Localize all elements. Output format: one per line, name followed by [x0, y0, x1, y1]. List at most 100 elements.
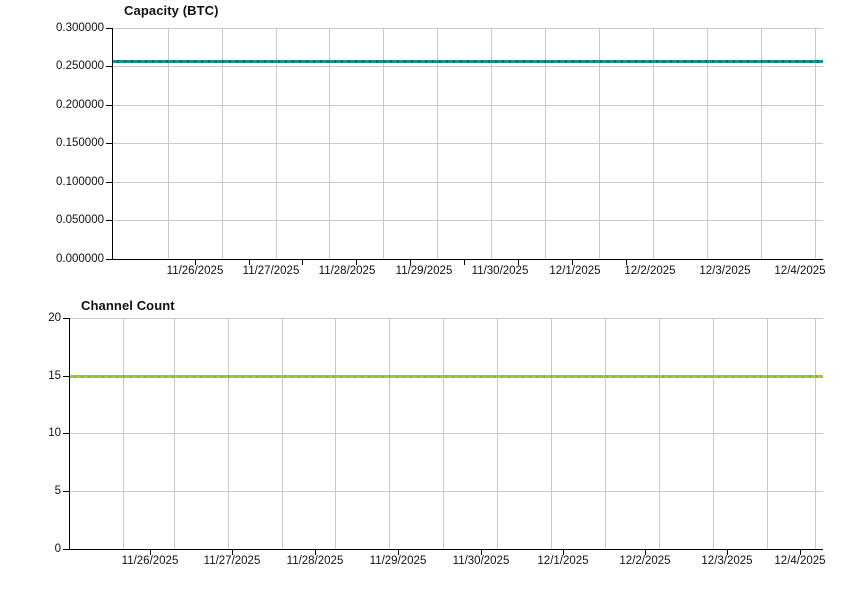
capacity-xtick-1: 11/27/2025	[242, 265, 300, 277]
channel-count-chart-panel: Channel Count 0 5 10 15 20 11/26/2025 11…	[0, 292, 860, 600]
capacity-ytick-4: 0.200000	[56, 99, 104, 111]
capacity-xtick-mark-2	[302, 260, 303, 265]
channels-gridline-v-8	[551, 318, 552, 549]
channels-gridline-v-3	[282, 318, 283, 549]
channels-gridline-v-12	[767, 318, 768, 549]
capacity-xtick-mark-5	[464, 260, 465, 265]
channels-xtick-mark-2	[315, 550, 316, 555]
channels-xtick-1: 11/27/2025	[203, 555, 261, 567]
channels-xtick-0: 11/26/2025	[121, 555, 179, 567]
channels-xtick-mark-1	[232, 550, 233, 555]
capacity-ytick-2: 0.100000	[56, 176, 104, 188]
channels-gridline-v-4	[335, 318, 336, 549]
capacity-ytick-mark-3	[106, 143, 112, 144]
channels-gridline-v-0	[123, 318, 124, 549]
capacity-series-markers	[112, 60, 823, 63]
capacity-gridline-v-0	[168, 28, 169, 259]
channels-gridline-v-7	[497, 318, 498, 549]
channels-gridline-v-6	[443, 318, 444, 549]
capacity-xtick-6: 12/2/2025	[624, 265, 676, 277]
capacity-xtick-mark-4	[410, 260, 411, 265]
capacity-gridline-v-3	[329, 28, 330, 259]
capacity-gridline-v-12	[815, 28, 816, 259]
capacity-gridline-h-4	[112, 105, 823, 106]
capacity-gridline-h-3	[112, 143, 823, 144]
capacity-xtick-3: 11/29/2025	[395, 265, 453, 277]
capacity-xtick-mark-1	[249, 260, 250, 265]
capacity-gridline-h-6	[112, 28, 823, 29]
capacity-ytick-3: 0.150000	[56, 137, 104, 149]
channels-gridline-v-5	[389, 318, 390, 549]
channels-ytick-2: 10	[48, 427, 61, 439]
capacity-xtick-mark-0	[195, 260, 196, 265]
channels-x-axis	[69, 549, 823, 550]
capacity-gridline-h-1	[112, 220, 823, 221]
capacity-gridline-v-7	[545, 28, 546, 259]
channels-gridline-h-1	[69, 491, 823, 492]
capacity-ytick-0: 0.000000	[56, 253, 104, 265]
channels-xtick-3: 11/29/2025	[369, 555, 427, 567]
capacity-chart-title: Capacity (BTC)	[124, 3, 219, 18]
channels-gridline-h-2	[69, 433, 823, 434]
capacity-xtick-4: 11/30/2025	[471, 265, 529, 277]
capacity-gridline-v-4	[383, 28, 384, 259]
capacity-ytick-mark-2	[106, 182, 112, 183]
channels-xtick-8: 12/4/2025	[774, 555, 826, 567]
channels-xtick-mark-7	[727, 550, 728, 555]
capacity-gridline-v-10	[707, 28, 708, 259]
channels-ytick-mark-3	[63, 376, 69, 377]
capacity-xtick-0: 11/26/2025	[166, 265, 224, 277]
channels-gridline-v-2	[228, 318, 229, 549]
channels-ytick-mark-2	[63, 433, 69, 434]
capacity-ytick-mark-1	[106, 220, 112, 221]
channels-xtick-mark-5	[563, 550, 564, 555]
channels-ytick-1: 5	[54, 485, 61, 497]
channels-ytick-mark-1	[63, 491, 69, 492]
capacity-xtick-7: 12/3/2025	[699, 265, 751, 277]
channels-gridline-v-10	[659, 318, 660, 549]
capacity-ytick-mark-6	[106, 28, 112, 29]
channels-gridline-v-11	[713, 318, 714, 549]
channels-xtick-6: 12/2/2025	[619, 555, 671, 567]
channels-xtick-2: 11/28/2025	[286, 555, 344, 567]
capacity-gridline-v-11	[761, 28, 762, 259]
channels-xtick-mark-8	[800, 550, 801, 555]
capacity-gridline-v-1	[222, 28, 223, 259]
channels-ytick-mark-0	[63, 549, 69, 550]
channels-xtick-4: 11/30/2025	[452, 555, 510, 567]
capacity-xtick-mark-8	[626, 260, 627, 265]
channels-gridline-v-1	[174, 318, 175, 549]
capacity-xtick-5: 12/1/2025	[549, 265, 601, 277]
capacity-ytick-mark-4	[106, 105, 112, 106]
capacity-y-axis	[112, 28, 113, 260]
capacity-x-axis	[112, 259, 823, 260]
channels-ytick-3: 15	[48, 370, 61, 382]
channels-gridline-v-13	[815, 318, 816, 549]
capacity-xtick-8: 12/4/2025	[774, 265, 826, 277]
channels-xtick-mark-6	[645, 550, 646, 555]
capacity-gridline-v-9	[653, 28, 654, 259]
channels-xtick-7: 12/3/2025	[701, 555, 753, 567]
capacity-series-line	[112, 60, 823, 63]
channels-ytick-0: 0	[54, 543, 61, 555]
capacity-xtick-mark-3	[356, 260, 357, 265]
channel-count-chart-title: Channel Count	[81, 298, 175, 313]
capacity-gridline-v-5	[437, 28, 438, 259]
channels-xtick-mark-4	[481, 550, 482, 555]
channels-xtick-5: 12/1/2025	[537, 555, 589, 567]
capacity-gridline-h-5	[112, 66, 823, 67]
capacity-ytick-1: 0.050000	[56, 214, 104, 226]
capacity-xtick-mark-7	[572, 260, 573, 265]
channels-ytick-4: 20	[48, 312, 61, 324]
channels-y-axis	[69, 318, 70, 550]
channel-count-series-line	[69, 375, 823, 378]
channels-xtick-mark-3	[398, 550, 399, 555]
capacity-xtick-2: 11/28/2025	[318, 265, 376, 277]
capacity-gridline-h-2	[112, 182, 823, 183]
capacity-gridline-v-6	[491, 28, 492, 259]
capacity-ytick-mark-0	[106, 259, 112, 260]
capacity-ytick-mark-5	[106, 66, 112, 67]
capacity-ytick-5: 0.250000	[56, 60, 104, 72]
channels-gridline-v-9	[605, 318, 606, 549]
capacity-gridline-v-2	[276, 28, 277, 259]
